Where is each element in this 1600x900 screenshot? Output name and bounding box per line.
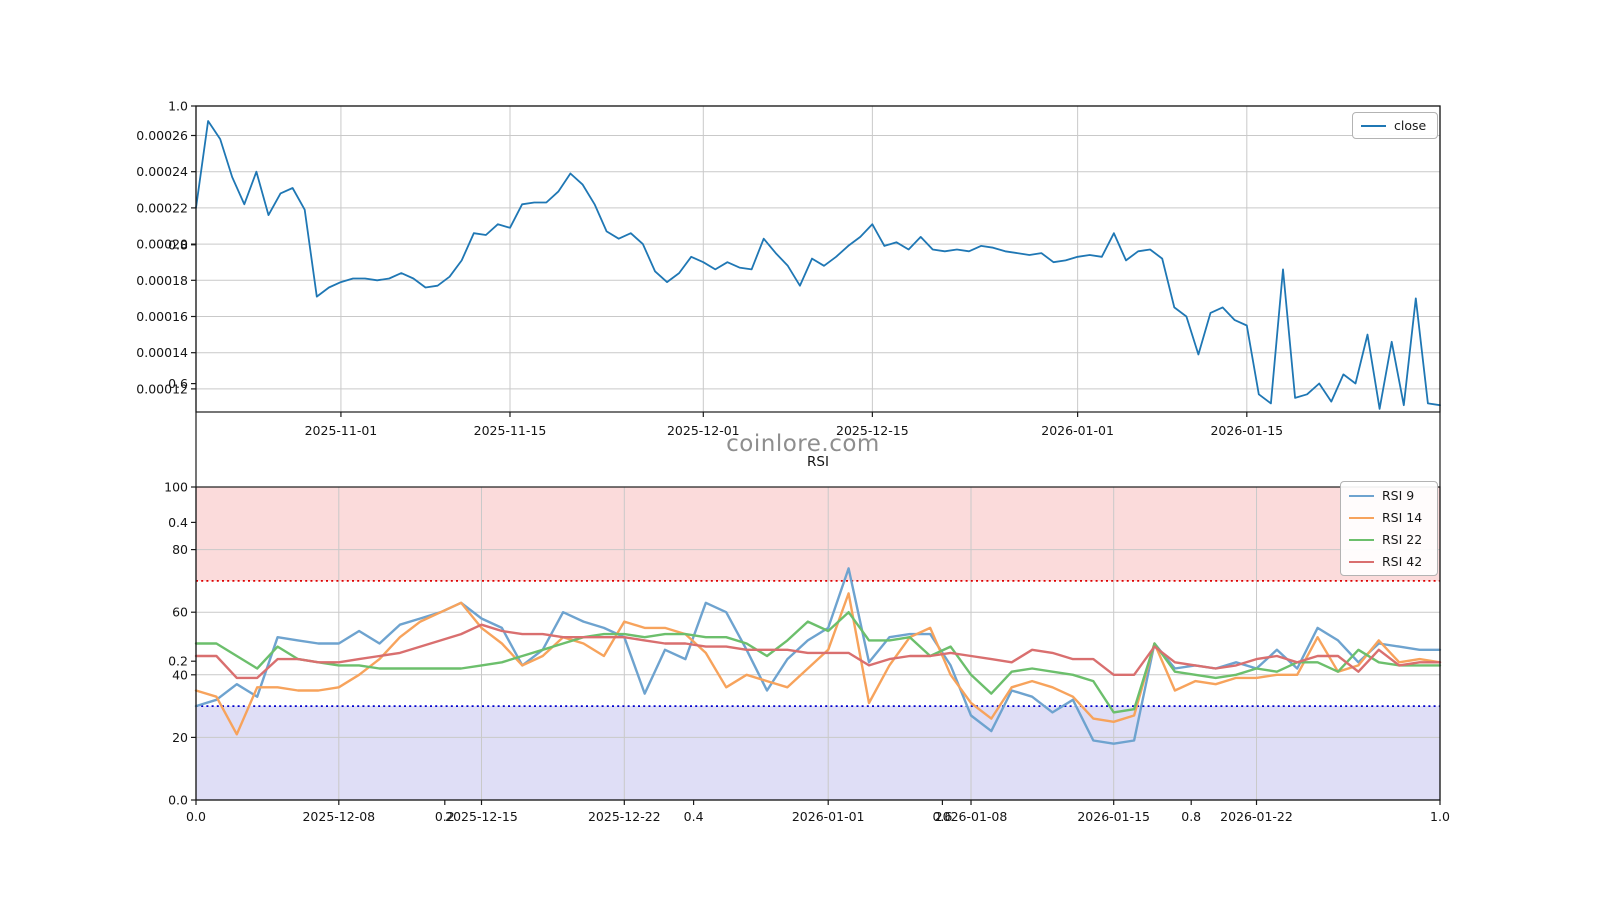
price-ytick-label: 0.00018 xyxy=(136,273,188,288)
rsi-axes-frame xyxy=(195,486,1441,801)
overlay-ytick-label: 1.0 xyxy=(168,99,188,114)
legend-entry-close: close xyxy=(1361,118,1426,133)
rsi-line-1 xyxy=(194,567,1442,745)
rsi-xtick-label: 2025-12-22 xyxy=(588,809,661,824)
price-axes-frame xyxy=(195,105,1441,413)
price-xtick-label: 2025-12-01 xyxy=(667,423,740,438)
watermark: coinlore.com xyxy=(726,431,880,457)
price-ytick-label: 0.00026 xyxy=(136,128,188,143)
rsi14-line-swatch xyxy=(1349,516,1374,519)
overlay-xtick-label: 0.0 xyxy=(186,809,206,824)
price-xtick-label: 2025-12-15 xyxy=(836,423,909,438)
price-xtick-label: 2026-01-01 xyxy=(1041,423,1114,438)
rsi-ytick-label: 20 xyxy=(172,730,188,745)
rsi-xtick-label: 2026-01-22 xyxy=(1220,809,1293,824)
price-ytick-label: 0.00016 xyxy=(136,309,188,324)
price-xtick-label: 2026-01-15 xyxy=(1210,423,1283,438)
rsi-legend: RSI 9 RSI 14 RSI 22 RSI 42 xyxy=(1340,481,1438,576)
overlay-xtick-label: 0.8 xyxy=(1181,809,1201,824)
rsi-xtick-label: 2026-01-01 xyxy=(792,809,865,824)
price-ytick-label: 0.00024 xyxy=(136,164,188,179)
rsi9-line-swatch xyxy=(1349,494,1374,497)
price-xtick-label: 2025-11-15 xyxy=(474,423,547,438)
overlay-ytick-label: 0.0 xyxy=(168,793,188,808)
overlay-ytick-label: 0.6 xyxy=(168,376,188,391)
rsi-xtick-label: 2025-12-08 xyxy=(302,809,375,824)
legend-label-rsi14: RSI 14 xyxy=(1382,510,1423,525)
legend-entry-rsi22: RSI 22 xyxy=(1349,532,1429,547)
overlay-xtick-label: 0.2 xyxy=(435,809,455,824)
legend-entry-rsi42: RSI 42 xyxy=(1349,554,1429,569)
price-legend: close xyxy=(1352,112,1438,139)
price-ytick-label: 0.00022 xyxy=(136,200,188,215)
rsi-ytick-label: 60 xyxy=(172,605,188,620)
oversold-band xyxy=(196,706,1440,800)
overlay-xtick-label: 0.6 xyxy=(932,809,952,824)
rsi-ytick-label: 100 xyxy=(164,480,188,495)
legend-entry-rsi14: RSI 14 xyxy=(1349,510,1429,525)
legend-label-rsi22: RSI 22 xyxy=(1382,532,1423,547)
rsi-xtick-label: 2026-01-08 xyxy=(935,809,1008,824)
rsi22-line-swatch xyxy=(1349,538,1374,541)
close-line-swatch xyxy=(1361,124,1386,127)
rsi-line-4 xyxy=(194,623,1442,680)
legend-label-close: close xyxy=(1394,118,1427,133)
rsi-ytick-label: 40 xyxy=(172,667,188,682)
rsi-line-2 xyxy=(194,592,1442,736)
overlay-ytick-label: 0.4 xyxy=(168,515,188,530)
overlay-ytick-label: 0.8 xyxy=(168,237,188,252)
rsi42-line-swatch xyxy=(1349,560,1374,563)
legend-label-rsi9: RSI 9 xyxy=(1382,488,1415,503)
overbought-band xyxy=(196,487,1440,581)
rsi-panel-title: RSI xyxy=(807,454,829,470)
price-ytick-label: 0.00012 xyxy=(136,381,188,396)
legend-label-rsi42: RSI 42 xyxy=(1382,554,1423,569)
price-ytick-label: 0.00020 xyxy=(136,237,188,252)
rsi-xtick-label: 2025-12-15 xyxy=(445,809,518,824)
rsi-line-3 xyxy=(194,611,1442,714)
price-line xyxy=(195,120,1441,410)
overlay-xtick-label: 0.4 xyxy=(684,809,704,824)
price-xtick-label: 2025-11-01 xyxy=(305,423,378,438)
overlay-xtick-label: 1.0 xyxy=(1430,809,1450,824)
legend-entry-rsi9: RSI 9 xyxy=(1349,488,1429,503)
overlay-ytick-label: 0.2 xyxy=(168,654,188,669)
rsi-xtick-label: 2026-01-15 xyxy=(1077,809,1150,824)
rsi-ytick-label: 80 xyxy=(172,542,188,557)
price-ytick-label: 0.00014 xyxy=(136,345,188,360)
